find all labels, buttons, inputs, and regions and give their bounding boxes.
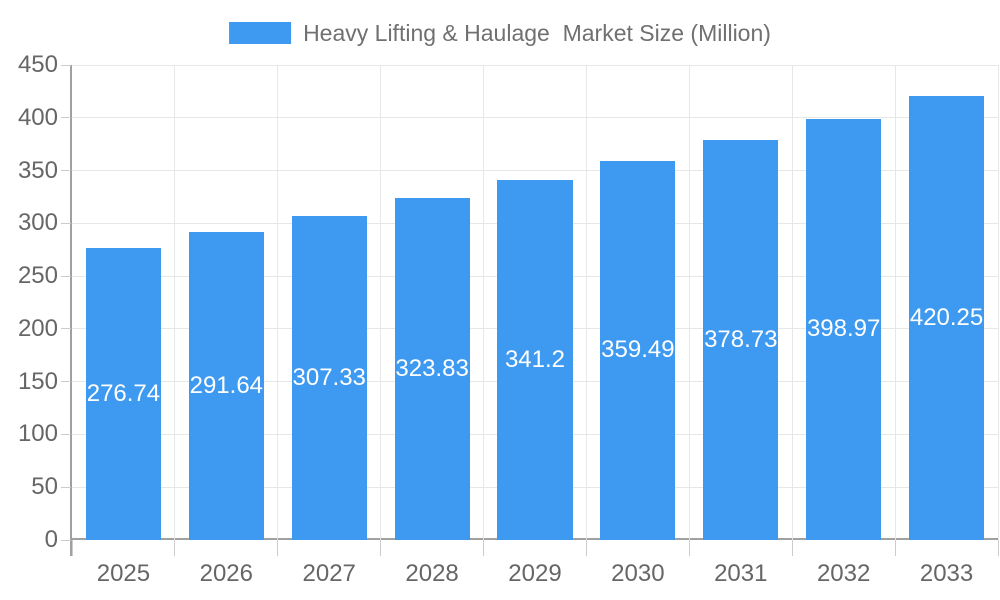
gridline-vertical [997, 65, 999, 540]
gridline-vertical [585, 65, 587, 540]
bar: 398.97 [806, 118, 882, 540]
bar: 420.25 [909, 96, 985, 540]
x-tick-label: 2029 [508, 560, 562, 587]
x-tick-label: 2028 [405, 560, 459, 587]
y-axis-tick [61, 381, 71, 383]
bar: 341.2 [497, 179, 573, 540]
gridline-vertical [174, 65, 176, 540]
x-tick-label: 2026 [199, 560, 253, 587]
bar-value-label: 276.74 [86, 379, 161, 407]
x-axis-tick [894, 540, 896, 556]
x-axis-tick [585, 540, 587, 556]
y-axis-tick [61, 64, 71, 66]
bar: 291.64 [188, 232, 264, 540]
y-tick-label: 100 [17, 420, 58, 448]
bar-value-label: 307.33 [292, 363, 366, 391]
bar: 323.83 [394, 198, 470, 540]
gridline-vertical [380, 65, 382, 540]
x-tick-label: 2033 [919, 560, 974, 587]
gridline-horizontal [72, 117, 998, 119]
x-axis-tick [688, 540, 690, 556]
y-axis-tick [61, 486, 71, 488]
y-tick-label: 300 [17, 209, 58, 237]
y-axis-tick [61, 539, 71, 541]
y-tick-label: 200 [17, 314, 58, 342]
bar: 276.74 [85, 247, 161, 540]
bar: 378.73 [703, 140, 779, 540]
y-tick-label: 150 [17, 367, 58, 395]
gridline-vertical [791, 65, 793, 540]
x-axis-tick [997, 540, 999, 556]
x-tick-label: 2032 [816, 560, 871, 587]
x-axis-tick [483, 540, 485, 556]
bar-value-label: 378.73 [704, 326, 778, 354]
y-tick-label: 50 [31, 473, 58, 501]
x-axis-tick [174, 540, 176, 556]
y-axis-tick [61, 170, 71, 172]
plot-area: 276.74 291.64 307.33 323.83 341.2 359.49 378.7… [61, 64, 999, 556]
bar: 307.33 [291, 215, 367, 540]
legend-label: Heavy Lifting & Haulage Market Size (Mil… [303, 20, 771, 46]
bar-value-label: 341.2 [504, 345, 566, 373]
legend-item[interactable]: Heavy Lifting & Haulage Market Size (Mil… [229, 20, 771, 46]
x-tick-label: 2030 [611, 560, 665, 587]
y-tick-label: 400 [17, 103, 58, 131]
x-tick-label: 2027 [302, 560, 356, 587]
bar-value-label: 323.83 [395, 355, 469, 383]
y-axis-tick [61, 433, 71, 435]
legend-swatch [229, 22, 292, 44]
x-tick-label: 2025 [96, 560, 151, 587]
bar-value-label: 420.25 [909, 304, 984, 332]
y-axis-line [70, 65, 72, 556]
y-tick-label: 250 [17, 262, 58, 290]
y-tick-label: 0 [44, 526, 58, 553]
y-axis-tick [61, 275, 71, 277]
x-tick-label: 2031 [714, 560, 768, 587]
y-axis-tick [61, 222, 71, 224]
bar: 359.49 [600, 160, 676, 540]
gridline-vertical [277, 65, 279, 540]
y-tick-label: 350 [17, 156, 58, 184]
x-axis-tick [791, 540, 793, 556]
gridline-horizontal [72, 170, 998, 172]
x-axis-tick [380, 540, 382, 556]
y-tick-label: 450 [17, 51, 58, 78]
bar-value-label: 359.49 [601, 336, 675, 364]
bar-value-label: 291.64 [189, 372, 264, 400]
x-axis-tick [71, 540, 73, 556]
gridline-vertical [894, 65, 896, 540]
y-axis-tick [61, 328, 71, 330]
gridline-vertical [483, 65, 485, 540]
bar-value-label: 398.97 [806, 315, 881, 343]
gridline-horizontal [72, 64, 998, 66]
x-axis-tick [277, 540, 279, 556]
gridline-vertical [688, 65, 690, 540]
y-axis-tick [61, 117, 71, 119]
